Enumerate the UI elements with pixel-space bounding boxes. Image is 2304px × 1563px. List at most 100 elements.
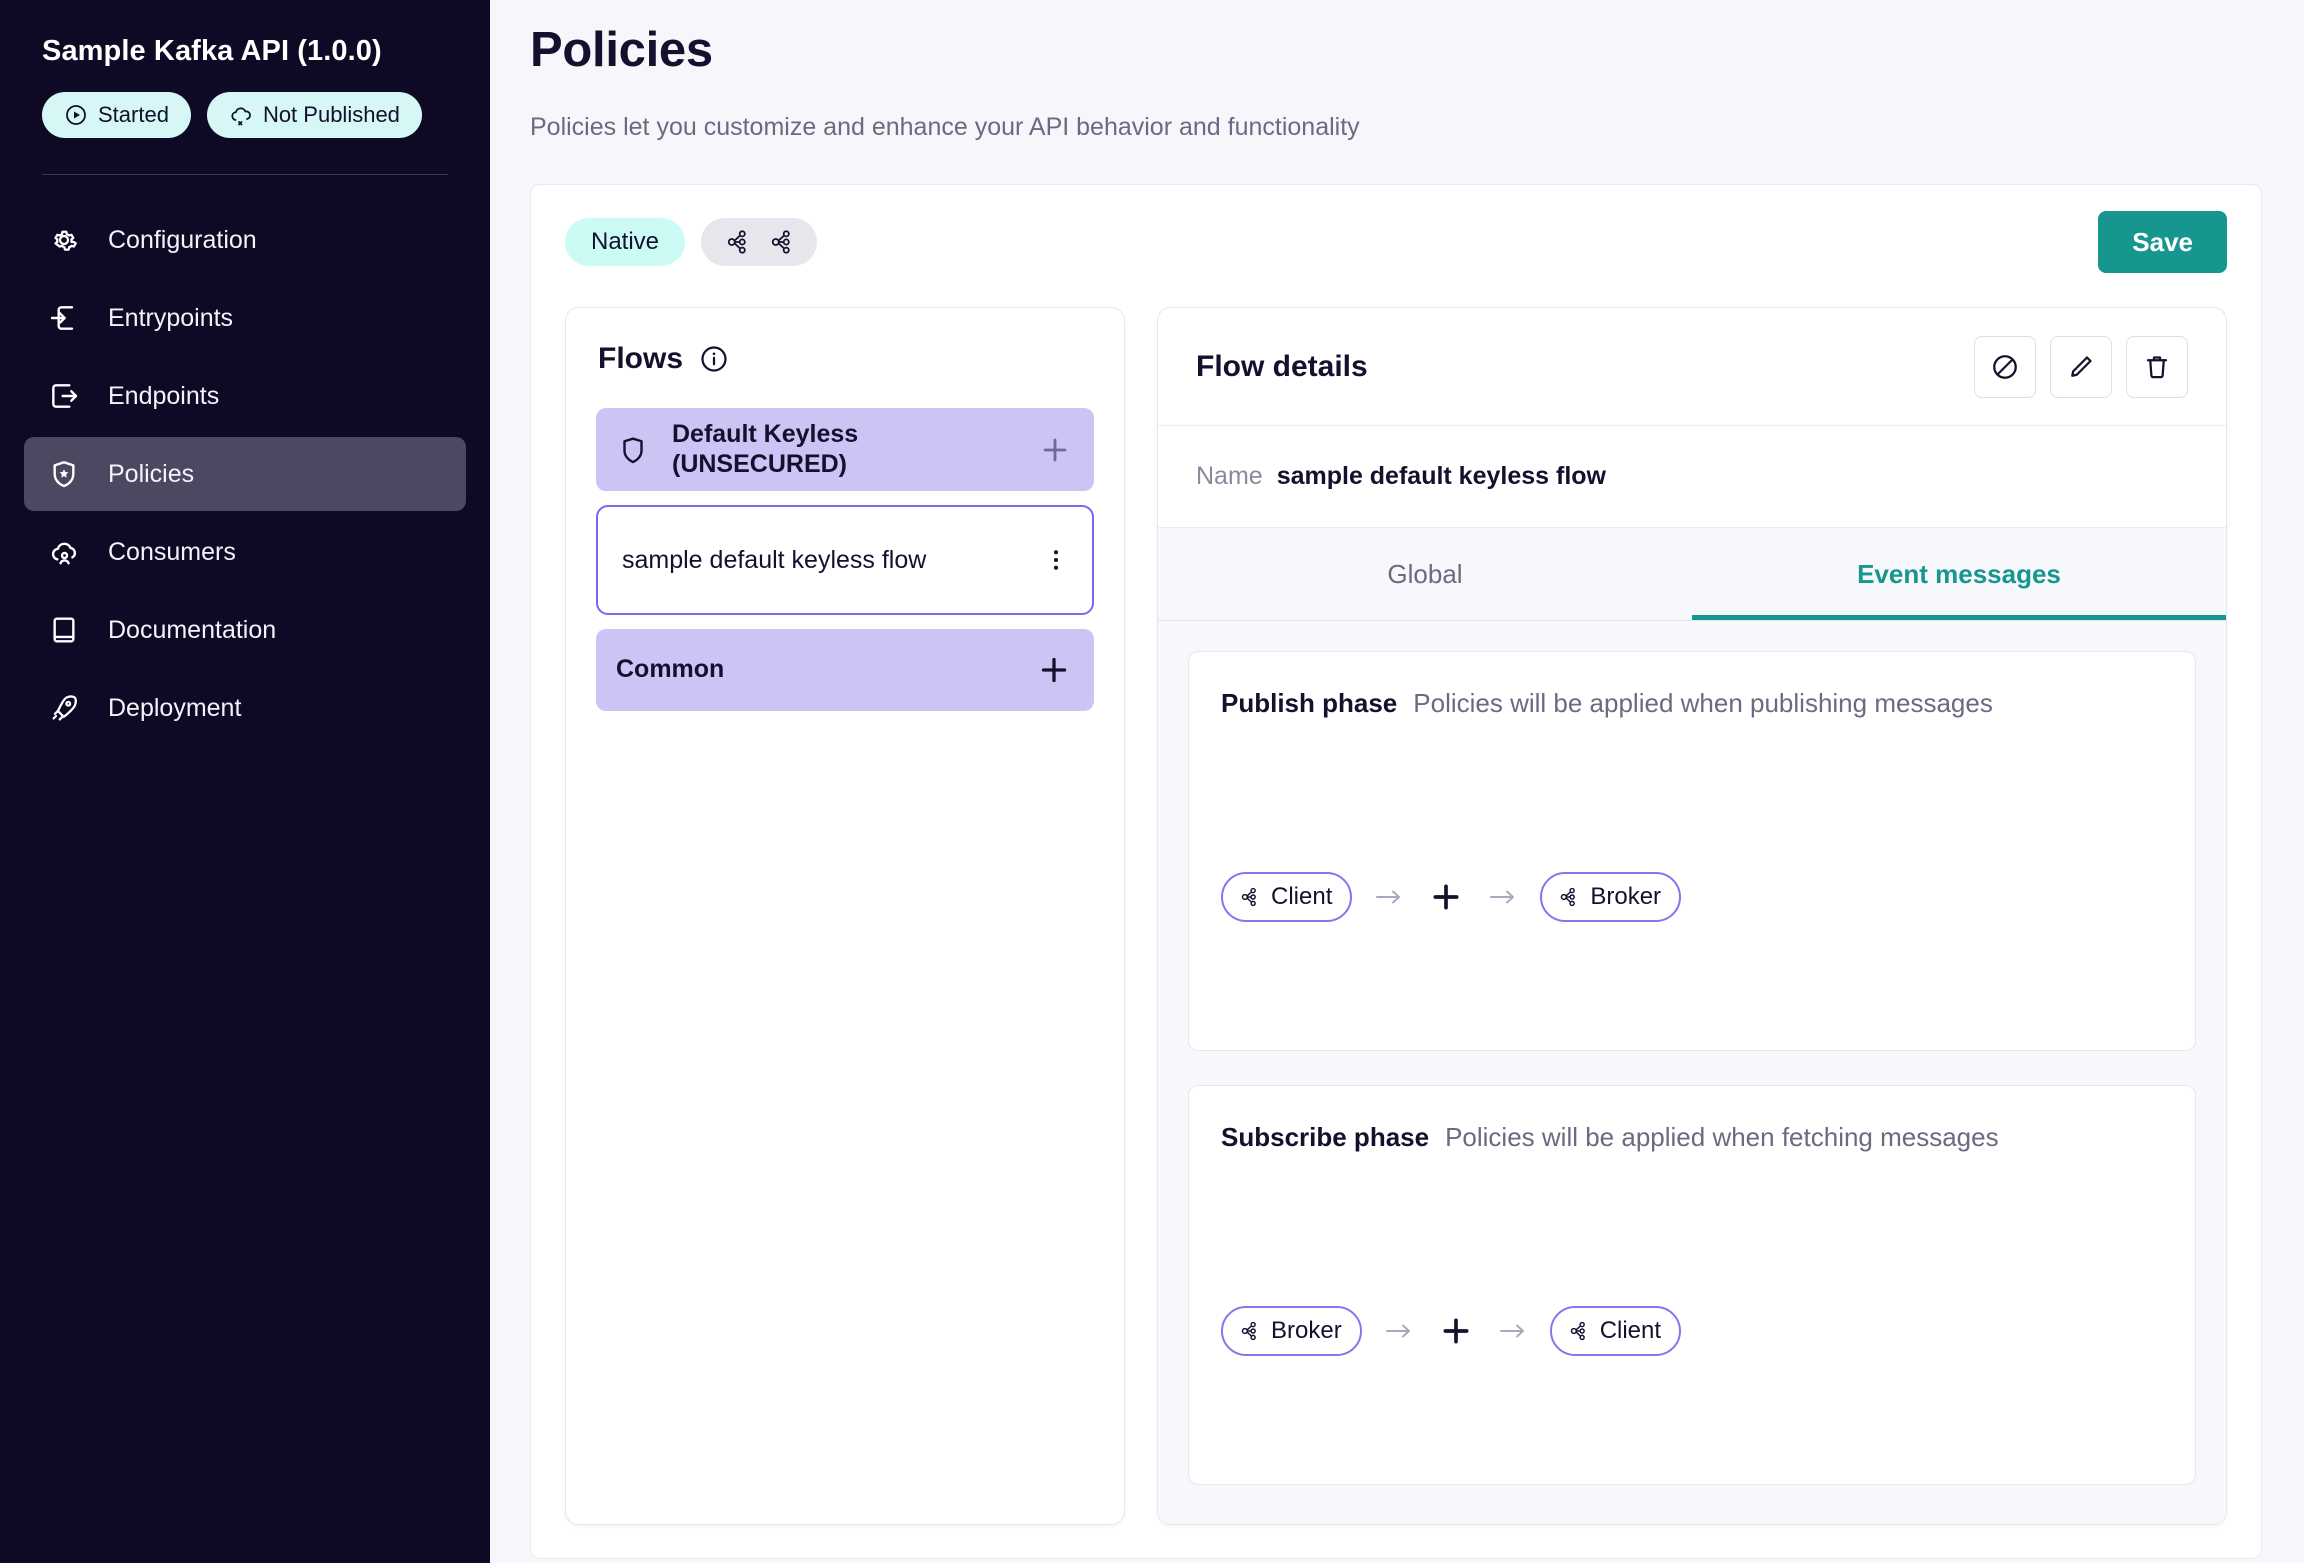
sidebar-item-configuration[interactable]: Configuration [24,203,466,277]
sidebar-item-label: Documentation [108,615,277,644]
arrow-out-of-box-icon [46,378,82,414]
cloud-off-icon [229,103,253,127]
policy-mode-chips: Native [565,218,818,266]
subscribe-phase-name: Subscribe phase [1221,1122,1430,1152]
plus-icon[interactable] [1036,652,1072,688]
sidebar-item-label: Deployment [108,693,242,722]
tab-global[interactable]: Global [1387,559,1463,589]
publish-target-node[interactable]: Broker [1540,872,1682,922]
kafka-icon [1238,886,1260,908]
flow-list: Default Keyless (UNSECURED) sample defau… [596,408,1094,711]
flow-name-label: Name [1196,462,1263,490]
flows-heading: Flows [596,338,1094,376]
sidebar-item-label: Consumers [108,537,236,566]
status-badge-started: Started [42,92,191,138]
page-header: Policies Policies let you customize and … [490,0,2304,142]
edit-flow-button[interactable] [2050,335,2112,398]
sidebar-divider [42,174,448,175]
subscribe-phase-header: Subscribe phase Policies will be applied… [1221,1122,2163,1153]
flow-group-common[interactable]: Common [596,629,1094,711]
sidebar-item-documentation[interactable]: Documentation [24,593,466,667]
arrow-into-box-icon [46,300,82,336]
cloud-user-icon [46,534,82,570]
chip-kafka-pair[interactable] [701,218,818,266]
subscribe-target-node[interactable]: Client [1549,1306,1682,1356]
subscribe-add-policy-button[interactable] [1436,1311,1476,1351]
trash-icon [2142,352,2172,382]
phases-container: Publish phase Policies will be applied w… [1158,621,2226,1524]
kebab-menu-icon[interactable] [1042,546,1070,574]
sidebar-nav: Configuration Entrypoints [0,175,490,745]
sidebar-item-consumers[interactable]: Consumers [24,515,466,589]
sidebar-item-deployment[interactable]: Deployment [24,671,466,745]
page-subtitle: Policies let you customize and enhance y… [530,113,1360,141]
subscribe-source-label: Broker [1271,1317,1342,1344]
chip-native[interactable]: Native [565,218,686,266]
subscribe-source-node[interactable]: Broker [1221,1306,1362,1356]
flow-details-panel: Flow details [1157,307,2227,1525]
sidebar: Sample Kafka API (1.0.0) Started Not P [0,0,490,1563]
publish-phase-card: Publish phase Policies will be applied w… [1188,651,2196,1051]
flow-group-label: Default Keyless (UNSECURED) [672,420,859,478]
policies-toolbar: Native [565,211,2227,273]
save-button[interactable]: Save [2098,211,2227,273]
play-circle-icon [64,103,88,127]
publish-phase-flowline: Client [1221,872,1682,922]
subscribe-phase-description: Policies will be applied when fetching m… [1445,1122,1999,1152]
status-badge-published: Not Published [206,92,422,138]
flow-details-title: Flow details [1196,349,1368,383]
subscribe-phase-flowline: Broker [1221,1306,1682,1356]
arrow-right-icon [1384,1320,1414,1342]
page-title: Policies [530,23,713,77]
status-badge-started-label: Started [98,102,169,127]
sidebar-item-label: Policies [108,459,195,488]
sidebar-item-label: Configuration [108,225,257,254]
flow-details-actions [1974,335,2188,398]
subscribe-phase-card: Subscribe phase Policies will be applied… [1188,1085,2196,1485]
sidebar-item-label: Entrypoints [108,303,234,332]
flow-group-default-keyless[interactable]: Default Keyless (UNSECURED) [596,408,1094,491]
main-content: Policies Policies let you customize and … [490,0,2304,1563]
sidebar-item-label: Endpoints [108,381,220,410]
disable-flow-button[interactable] [1974,335,2036,398]
kafka-icon [767,228,795,256]
flows-heading-label: Flows [598,342,684,375]
flow-item-label: sample default keyless flow [622,545,927,574]
info-circle-icon[interactable] [699,344,729,374]
sidebar-item-entrypoints[interactable]: Entrypoints [24,281,466,355]
status-badge-published-label: Not Published [262,102,400,127]
sidebar-item-endpoints[interactable]: Endpoints [24,359,466,433]
shield-outline-icon [616,433,656,467]
flows-panel: Flows [565,307,1125,1525]
kafka-icon [1557,886,1579,908]
publish-source-node[interactable]: Client [1221,872,1353,922]
arrow-right-icon [1488,886,1518,908]
publish-add-policy-button[interactable] [1426,877,1466,917]
flow-name-row: Name sample default keyless flow [1158,426,2226,528]
gear-icon [46,222,82,258]
policy-panels: Flows [565,307,2227,1525]
kafka-icon [1238,1320,1260,1342]
arrow-right-icon [1498,1320,1528,1342]
arrow-right-icon [1374,886,1404,908]
plus-icon[interactable] [1038,433,1072,467]
policies-card: Native [530,184,2262,1559]
publish-target-label: Broker [1590,883,1662,910]
kafka-icon [1567,1320,1589,1342]
flow-details-header: Flow details [1158,308,2226,426]
flow-name-value: sample default keyless flow [1276,462,1606,490]
api-status-badges: Started Not Published [0,68,490,138]
flow-group-label: Common [616,655,725,684]
sidebar-item-policies[interactable]: Policies [24,437,466,511]
disable-icon [1990,352,2020,382]
book-icon [46,612,82,648]
flow-details-tabs: Global Event messages [1158,528,2226,621]
publish-phase-description: Policies will be applied when publishing… [1413,688,1993,718]
pencil-icon [2066,352,2096,382]
rocket-icon [46,690,82,726]
api-title: Sample Kafka API (1.0.0) [42,35,382,67]
flow-item-sample-default-keyless-flow[interactable]: sample default keyless flow [596,505,1094,615]
tab-event-messages[interactable]: Event messages [1692,528,2226,620]
delete-flow-button[interactable] [2126,335,2188,398]
